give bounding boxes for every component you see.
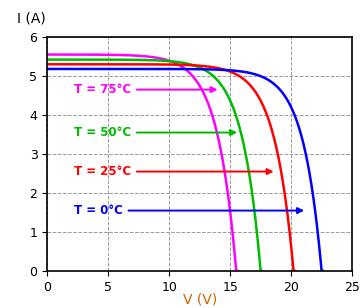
Text: T = 50°C: T = 50°C <box>74 126 235 139</box>
Text: T = 0°C: T = 0°C <box>74 204 302 217</box>
Text: V (V): V (V) <box>183 293 217 306</box>
Text: T = 75°C: T = 75°C <box>74 83 215 96</box>
Text: T = 25°C: T = 25°C <box>74 165 272 178</box>
Text: I (A): I (A) <box>17 11 45 25</box>
